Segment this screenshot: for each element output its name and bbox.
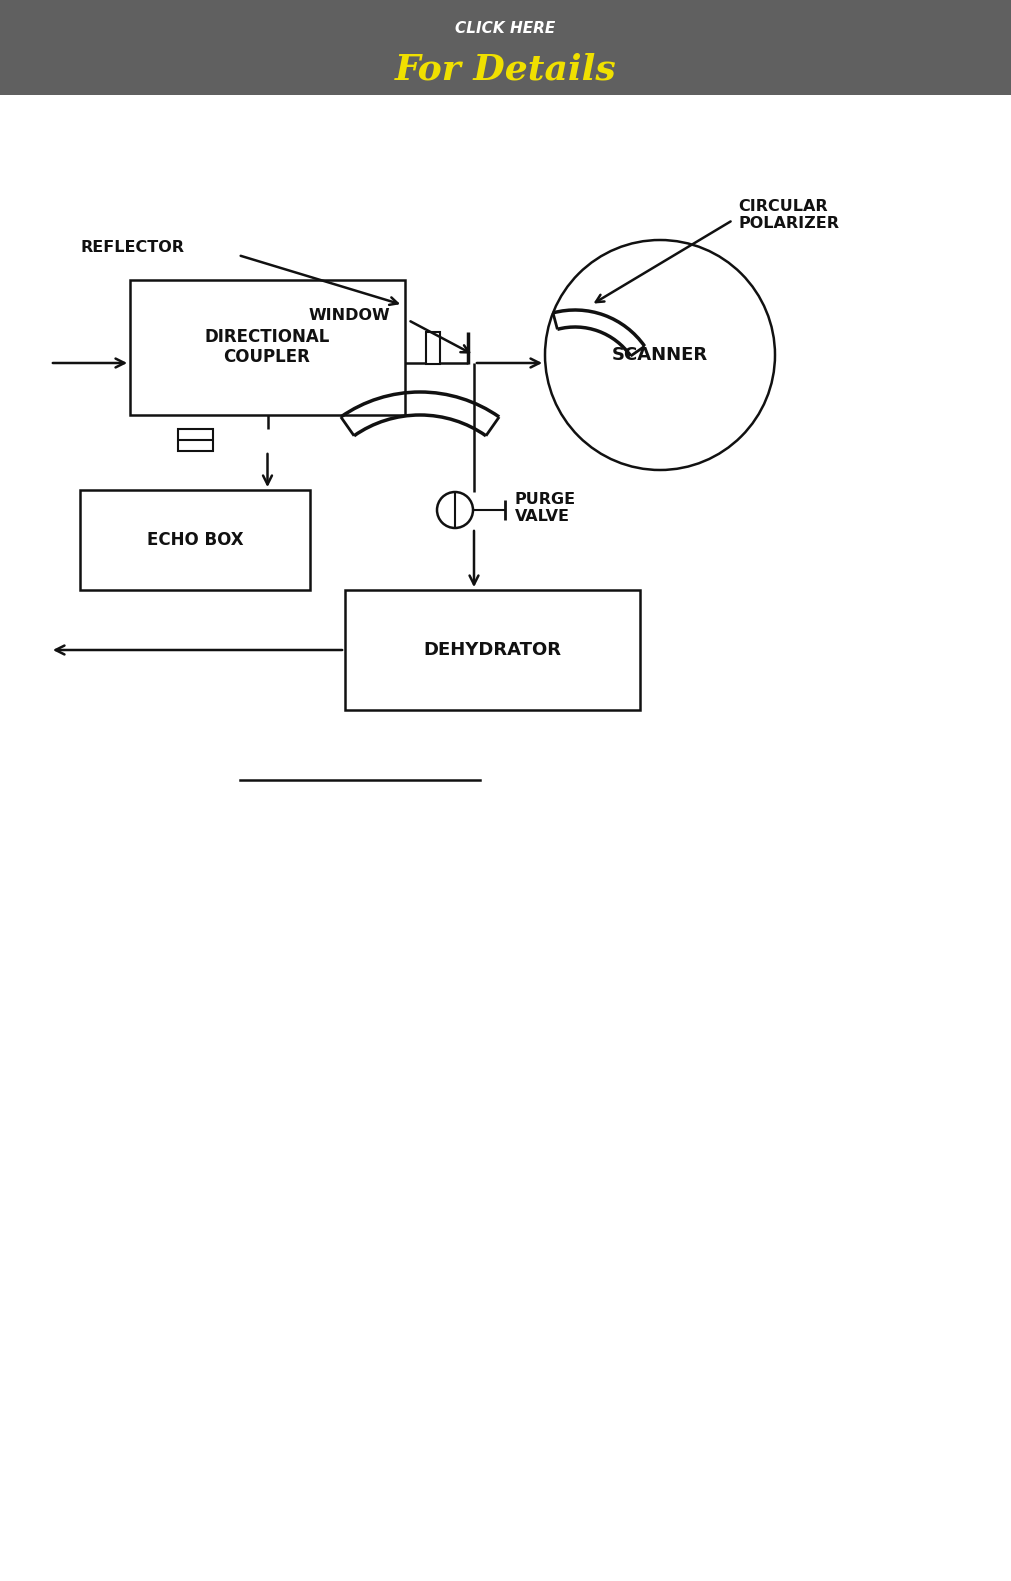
Text: DEHYDRATOR: DEHYDRATOR — [423, 640, 561, 659]
Bar — [0, 0, 1011, 95]
Text: CIRCULAR
POLARIZER: CIRCULAR POLARIZER — [738, 199, 839, 231]
Text: WINDOW: WINDOW — [308, 307, 390, 323]
Bar — [130, 280, 405, 414]
Text: PURGE
VALVE: PURGE VALVE — [515, 492, 576, 525]
Bar — [178, 428, 212, 451]
Bar — [80, 490, 310, 590]
Text: REFLECTOR: REFLECTOR — [81, 240, 185, 256]
Bar — [345, 590, 640, 710]
Text: SCANNER: SCANNER — [612, 346, 708, 364]
Bar — [426, 332, 440, 364]
Text: CLICK HERE: CLICK HERE — [455, 21, 556, 36]
Text: ECHO BOX: ECHO BOX — [147, 531, 244, 549]
Text: For Details: For Details — [394, 52, 617, 87]
Text: DIRECTIONAL
COUPLER: DIRECTIONAL COUPLER — [204, 327, 330, 367]
